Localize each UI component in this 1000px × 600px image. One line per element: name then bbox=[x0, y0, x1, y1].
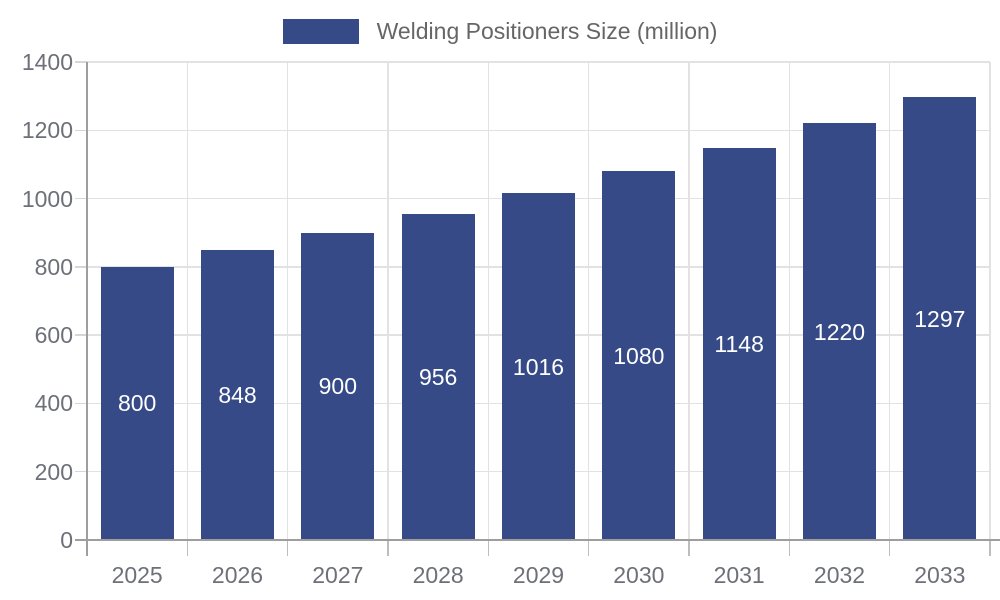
bar-value-label: 1297 bbox=[914, 305, 966, 332]
bar-2032[interactable] bbox=[803, 123, 876, 540]
x-axis-line bbox=[75, 539, 1000, 541]
x-tick-label: 2029 bbox=[512, 562, 565, 588]
x-tick-label: 2033 bbox=[914, 562, 966, 588]
x-tick-label: 2031 bbox=[713, 562, 765, 588]
x-axis-tick bbox=[989, 540, 991, 556]
bar-2033[interactable] bbox=[903, 97, 977, 540]
y-tick-label: 1000 bbox=[21, 185, 73, 212]
gridline-vertical bbox=[989, 62, 991, 540]
x-tick-label: 2025 bbox=[111, 562, 163, 588]
y-axis-tick bbox=[75, 470, 87, 473]
bar-value-label: 800 bbox=[117, 390, 157, 417]
bar-2028[interactable] bbox=[401, 213, 475, 540]
bar-value-label: 1148 bbox=[714, 331, 764, 358]
y-axis-tick bbox=[75, 61, 87, 63]
y-axis-tick bbox=[75, 197, 87, 200]
y-tick-label: 1200 bbox=[21, 117, 73, 144]
bar-2031[interactable] bbox=[702, 148, 776, 540]
y-tick-label: 1400 bbox=[21, 49, 73, 75]
legend-label: Welding Positioners Size (million) bbox=[376, 17, 718, 44]
bar-2027[interactable] bbox=[301, 232, 375, 540]
x-tick-label: 2028 bbox=[412, 562, 464, 588]
y-tick-label: 600 bbox=[34, 322, 73, 349]
x-tick-label: 2032 bbox=[813, 562, 866, 588]
bar-2029[interactable] bbox=[502, 193, 575, 540]
x-axis-tick bbox=[286, 540, 289, 556]
gridline-vertical bbox=[387, 62, 389, 540]
bar-2025[interactable] bbox=[100, 266, 174, 540]
y-axis-tick bbox=[75, 334, 87, 336]
y-tick-label: 400 bbox=[34, 390, 73, 417]
x-axis-tick bbox=[587, 540, 590, 556]
x-tick-label: 2026 bbox=[211, 562, 264, 588]
legend-swatch bbox=[282, 18, 359, 44]
gridline-vertical bbox=[286, 62, 289, 540]
gridline-vertical bbox=[587, 62, 590, 540]
y-axis-tick bbox=[75, 129, 87, 132]
gridline-horizontal bbox=[87, 61, 990, 63]
x-axis-tick bbox=[387, 540, 389, 556]
bar-value-label: 900 bbox=[318, 373, 358, 400]
x-axis-tick bbox=[788, 540, 791, 556]
x-axis-tick bbox=[186, 540, 189, 556]
legend-item[interactable]: Welding Positioners Size (million) bbox=[0, 16, 1000, 46]
y-axis-tick bbox=[75, 266, 87, 268]
x-axis-tick bbox=[888, 540, 891, 556]
y-tick-label: 200 bbox=[34, 458, 73, 485]
gridline-vertical bbox=[788, 62, 791, 540]
y-tick-label: 800 bbox=[34, 253, 73, 280]
gridline-vertical bbox=[688, 62, 690, 540]
gridline-vertical bbox=[888, 62, 891, 540]
x-axis-tick bbox=[487, 540, 490, 556]
bar-2026[interactable] bbox=[201, 250, 274, 540]
y-axis-line bbox=[86, 62, 88, 556]
bar-value-label: 848 bbox=[218, 382, 257, 409]
x-tick-label: 2030 bbox=[613, 562, 665, 588]
gridline-vertical bbox=[487, 62, 490, 540]
y-tick-label: 0 bbox=[60, 527, 73, 553]
bar-2030[interactable] bbox=[602, 171, 676, 540]
bar-value-label: 956 bbox=[418, 363, 458, 390]
x-axis-tick bbox=[688, 540, 690, 556]
bar-value-label: 1016 bbox=[512, 353, 565, 380]
x-tick-label: 2027 bbox=[312, 562, 364, 588]
bar-value-label: 1220 bbox=[813, 318, 866, 345]
bar-value-label: 1080 bbox=[613, 342, 665, 369]
gridline-vertical bbox=[186, 62, 189, 540]
gridline-horizontal bbox=[87, 129, 990, 132]
y-axis-tick bbox=[75, 402, 87, 405]
